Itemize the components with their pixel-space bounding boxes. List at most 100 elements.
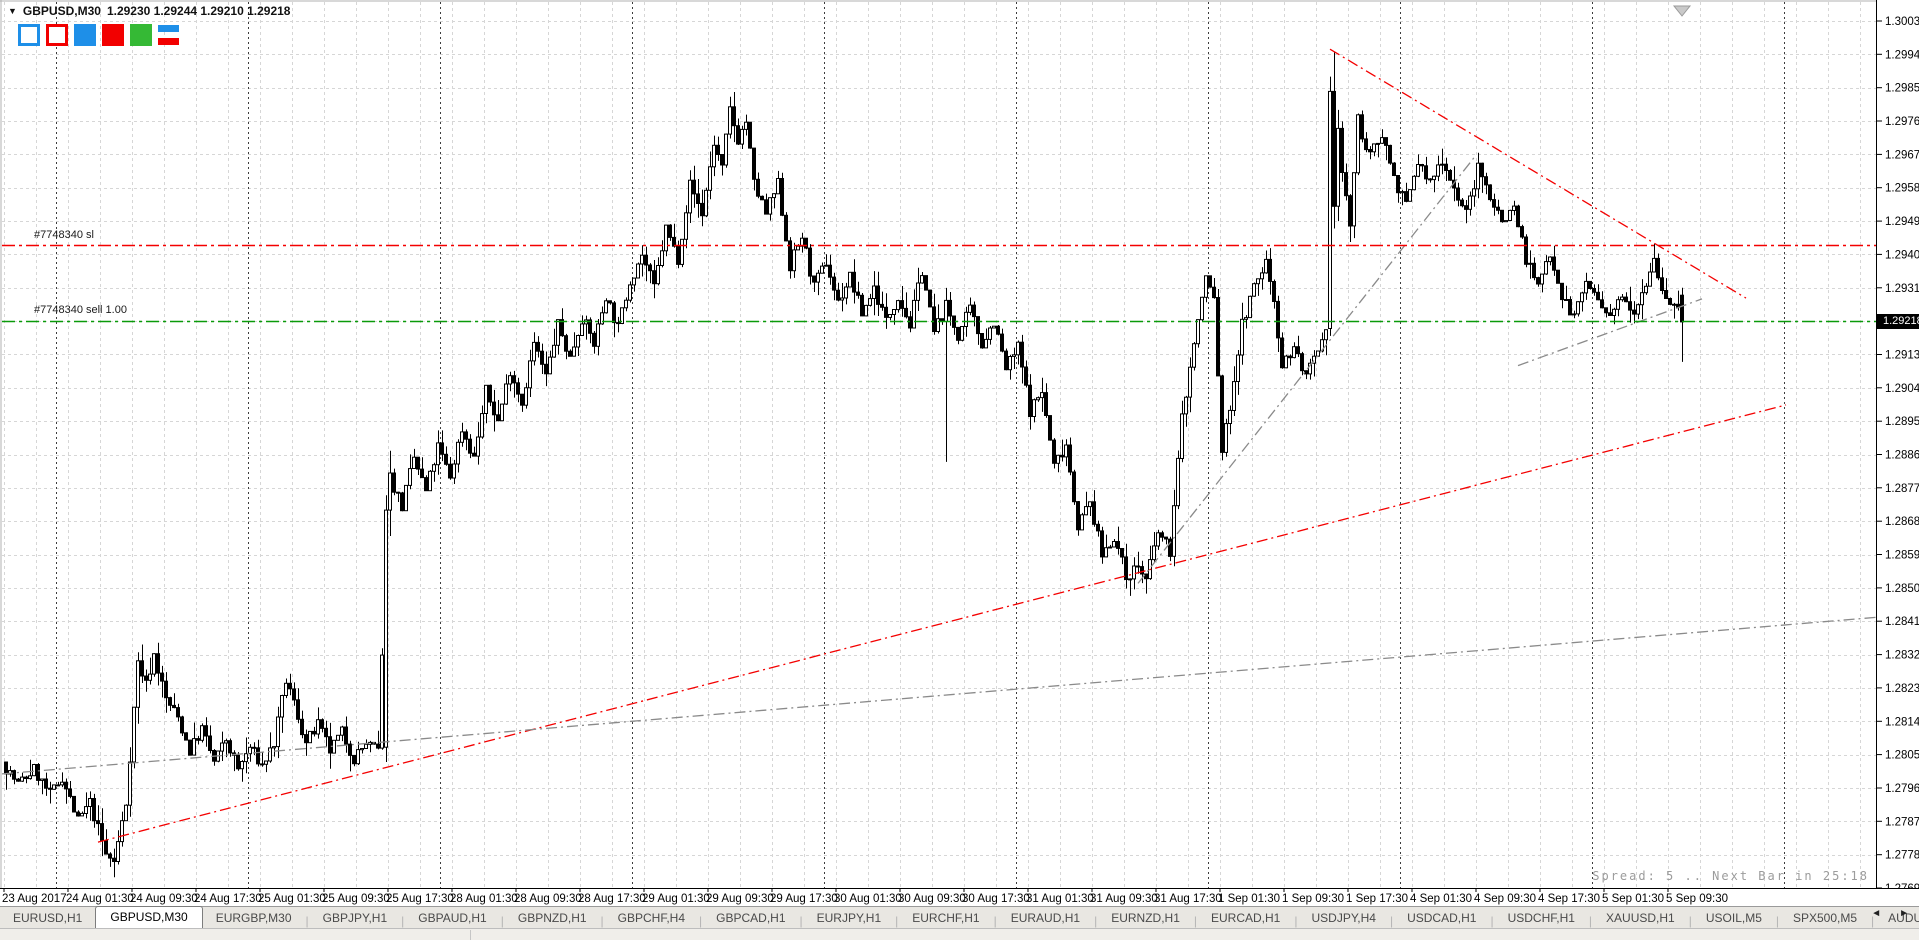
blue-red-bars-icon[interactable] xyxy=(158,24,180,46)
tab-eurchf-h1[interactable]: EURCHF,H1 xyxy=(912,911,980,925)
tab-separator: | xyxy=(799,914,803,928)
color-bar xyxy=(158,38,179,45)
chart-ohlc-values: 1.29230 1.29244 1.29210 1.29218 xyxy=(106,4,291,18)
tab-eurnzd-h1[interactable]: EURNZD,H1 xyxy=(1111,911,1180,925)
tab-euraud-h1[interactable]: EURAUD,H1 xyxy=(1010,911,1081,925)
tab-gbpusd-m30[interactable]: GBPUSD,M30 xyxy=(95,906,203,929)
gray-steep-trendline[interactable] xyxy=(1137,157,1475,584)
red-descending-trendline[interactable] xyxy=(1329,48,1747,299)
svg-text:1.29130: 1.29130 xyxy=(1885,350,1919,362)
svg-text:1.30030: 1.30030 xyxy=(1885,16,1919,28)
svg-text:1.28500: 1.28500 xyxy=(1885,583,1919,595)
tab-gbpnzd-h1[interactable]: GBPNZD,H1 xyxy=(517,911,587,925)
svg-text:1.28860: 1.28860 xyxy=(1885,450,1919,462)
chart-symbol-period: GBPUSD,M30 xyxy=(22,4,101,18)
svg-text:31 Aug 09:30: 31 Aug 09:30 xyxy=(1090,893,1158,905)
svg-text:1.28230: 1.28230 xyxy=(1885,683,1919,695)
color-bar xyxy=(158,25,179,32)
tab-usoil-m5[interactable]: USOIL,M5 xyxy=(1705,911,1762,925)
tab-eurjpy-h1[interactable]: EURJPY,H1 xyxy=(816,911,882,925)
solid-red-square-icon[interactable] xyxy=(102,24,124,46)
tab-separator: | xyxy=(1688,914,1692,928)
svg-text:1.28140: 1.28140 xyxy=(1885,716,1919,728)
tab-eurusd-h1[interactable]: EURUSD,H1 xyxy=(13,911,83,925)
tab-eurgbp-m30[interactable]: EURGBP,M30 xyxy=(215,911,292,925)
svg-text:28 Aug 09:30: 28 Aug 09:30 xyxy=(514,893,582,905)
tab-gbpcad-h1[interactable]: GBPCAD,H1 xyxy=(716,911,786,925)
tab-gbpaud-h1[interactable]: GBPAUD,H1 xyxy=(418,911,487,925)
svg-text:1.28050: 1.28050 xyxy=(1885,750,1919,762)
svg-text:1.29310: 1.29310 xyxy=(1885,283,1919,295)
svg-text:29 Aug 01:30: 29 Aug 01:30 xyxy=(642,893,710,905)
svg-text:31 Aug 01:30: 31 Aug 01:30 xyxy=(1026,893,1094,905)
svg-text:1.29400: 1.29400 xyxy=(1885,249,1919,261)
svg-text:4 Sep 17:30: 4 Sep 17:30 xyxy=(1538,893,1600,905)
tab-usdchf-h1[interactable]: USDCHF,H1 xyxy=(1507,911,1575,925)
svg-text:31 Aug 17:30: 31 Aug 17:30 xyxy=(1154,893,1222,905)
chart-menu-icon[interactable]: ▼ xyxy=(8,5,17,16)
sell-order-line-label: #7748340 sell 1.00 xyxy=(34,304,127,316)
svg-text:1.29580: 1.29580 xyxy=(1885,183,1919,195)
svg-text:30 Aug 17:30: 30 Aug 17:30 xyxy=(962,893,1030,905)
candlesticks[interactable] xyxy=(4,52,1684,878)
svg-text:1.29040: 1.29040 xyxy=(1885,383,1919,395)
price-axis[interactable]: 1.30030 1.29940 1.29850 1.29760 1.29670 1.295… xyxy=(1876,0,1919,906)
chart-shift-marker-icon[interactable] xyxy=(1672,5,1692,17)
tab-scroll-left-icon[interactable]: ◄ xyxy=(1871,908,1882,919)
tab-usdjpy-h4[interactable]: USDJPY,H4 xyxy=(1311,911,1376,925)
svg-text:1.28950: 1.28950 xyxy=(1885,416,1919,428)
svg-text:1.28680: 1.28680 xyxy=(1885,516,1919,528)
tab-spx500-m5[interactable]: SPX500,M5 xyxy=(1793,911,1858,925)
hollow-blue-square-icon[interactable] xyxy=(18,24,40,46)
tab-separator: | xyxy=(1094,914,1098,928)
tab-separator: | xyxy=(1588,914,1593,928)
tab-separator: | xyxy=(699,914,703,928)
tab-scroll-arrows: ◄ ► xyxy=(1871,908,1909,919)
solid-blue-square-icon[interactable] xyxy=(74,24,96,46)
hollow-red-square-icon[interactable] xyxy=(46,24,68,46)
tab-gbpchf-h4[interactable]: GBPCHF,H4 xyxy=(617,911,686,925)
svg-text:24 Aug 01:30: 24 Aug 01:30 xyxy=(66,893,134,905)
object-color-swatches xyxy=(18,24,180,46)
svg-text:4 Sep 09:30: 4 Sep 09:30 xyxy=(1474,893,1536,905)
svg-text:1.29850: 1.29850 xyxy=(1885,83,1919,95)
solid-green-square-icon[interactable] xyxy=(130,24,152,46)
tab-usdcad-h1[interactable]: USDCAD,H1 xyxy=(1407,911,1477,925)
svg-text:29 Aug 09:30: 29 Aug 09:30 xyxy=(706,893,774,905)
gray-short-trendline[interactable] xyxy=(1517,298,1703,367)
tab-xauusd-h1[interactable]: XAUUSD,H1 xyxy=(1606,911,1675,925)
svg-text:5 Sep 01:30: 5 Sep 01:30 xyxy=(1602,893,1664,905)
svg-text:25 Aug 09:30: 25 Aug 09:30 xyxy=(322,893,390,905)
tab-scroll-right-icon[interactable]: ► xyxy=(1899,908,1909,919)
tab-separator: | xyxy=(1775,914,1779,928)
svg-text:5 Sep 09:30: 5 Sep 09:30 xyxy=(1666,893,1728,905)
svg-text:24 Aug 17:30: 24 Aug 17:30 xyxy=(194,893,262,905)
tab-separator: | xyxy=(1193,914,1197,928)
stop-loss-line-label: #7748340 sl xyxy=(34,229,94,241)
svg-text:30 Aug 09:30: 30 Aug 09:30 xyxy=(898,893,966,905)
current-price-tag: 1.29218 xyxy=(1877,314,1919,329)
svg-text:30 Aug 01:30: 30 Aug 01:30 xyxy=(834,893,902,905)
chart-canvas[interactable]: 1.30030 1.29940 1.29850 1.29760 1.29670 1.295… xyxy=(0,0,1919,906)
svg-text:25 Aug 17:30: 25 Aug 17:30 xyxy=(386,893,454,905)
tab-separator: | xyxy=(895,914,899,928)
svg-text:1.28770: 1.28770 xyxy=(1885,483,1919,495)
tab-audusd-h4[interactable]: AUDUSD,H4 xyxy=(1888,911,1919,925)
svg-text:1.27780: 1.27780 xyxy=(1885,850,1919,862)
tab-separator: | xyxy=(1389,914,1394,928)
svg-text:25 Aug 01:30: 25 Aug 01:30 xyxy=(258,893,326,905)
svg-text:28 Aug 17:30: 28 Aug 17:30 xyxy=(578,893,646,905)
svg-text:1 Sep 17:30: 1 Sep 17:30 xyxy=(1346,893,1408,905)
svg-text:1.29490: 1.29490 xyxy=(1885,216,1919,228)
chart-title: ▼ GBPUSD,M30 1.29230 1.29244 1.29210 1.2… xyxy=(8,3,290,19)
tab-separator: | xyxy=(1294,914,1298,928)
svg-text:1 Sep 09:30: 1 Sep 09:30 xyxy=(1282,893,1344,905)
svg-text:4 Sep 01:30: 4 Sep 01:30 xyxy=(1410,893,1472,905)
status-bar xyxy=(0,928,1919,940)
red-ascending-trendline[interactable] xyxy=(97,404,1787,843)
tab-separator: | xyxy=(500,914,504,928)
svg-text:1 Sep 01:30: 1 Sep 01:30 xyxy=(1218,893,1280,905)
tab-gbpjpy-h1[interactable]: GBPJPY,H1 xyxy=(322,911,388,925)
tab-eurcad-h1[interactable]: EURCAD,H1 xyxy=(1211,911,1281,925)
